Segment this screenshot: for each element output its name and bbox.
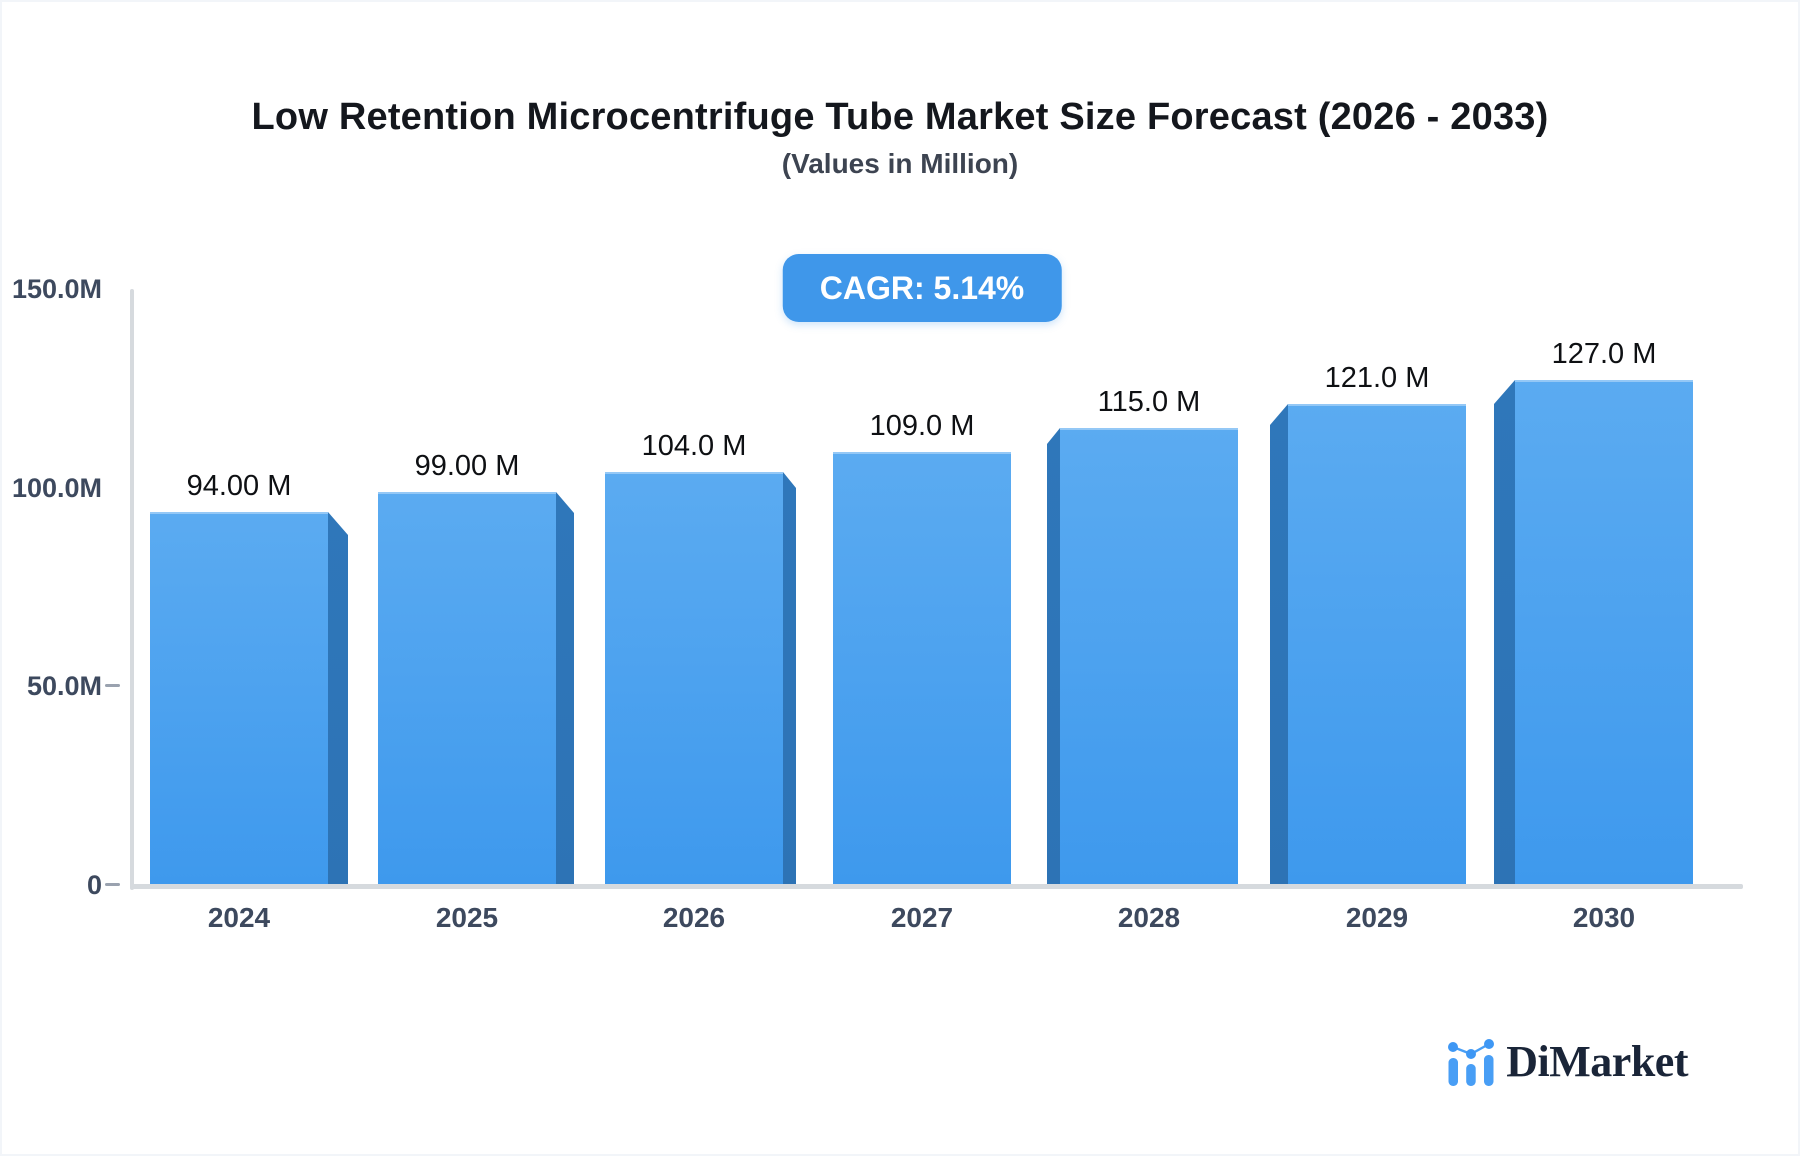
mini-bar-chart-icon	[1447, 1038, 1495, 1086]
bar-face	[605, 472, 783, 884]
bar-group	[605, 472, 796, 884]
y-tick-dash	[105, 684, 120, 687]
bar-face	[150, 512, 328, 884]
bar-group	[833, 452, 1011, 884]
bar-face	[833, 452, 1011, 884]
y-tick-label: 100.0M	[11, 473, 102, 503]
bar-value-label: 94.00 M	[186, 470, 292, 502]
bar-side-face	[1047, 428, 1060, 884]
brand-logo: DiMarket	[1447, 1038, 1688, 1086]
page-title: Low Retention Microcentrifuge Tube Marke…	[251, 96, 1549, 138]
bar-face	[1060, 428, 1238, 884]
x-tick-label: 2026	[662, 902, 726, 933]
y-tick-label: 150.0M	[11, 274, 102, 304]
bar-group	[1494, 380, 1693, 884]
bar-group	[1270, 404, 1466, 884]
page-subtitle: (Values in Million)	[781, 148, 1019, 179]
bar-value-label: 99.00 M	[414, 450, 520, 482]
bar-value-label: 104.0 M	[641, 430, 747, 462]
x-tick-label: 2029	[1345, 902, 1409, 933]
bar-value-label: 109.0 M	[869, 410, 975, 442]
x-tick-label: 2030	[1572, 902, 1636, 933]
x-tick-label: 2027	[890, 902, 954, 933]
x-axis-line	[130, 884, 1743, 889]
y-tick-label: 0	[86, 870, 102, 900]
bar-group	[378, 492, 574, 884]
brand-name: DiMarket	[1506, 1037, 1688, 1086]
bar-face	[378, 492, 556, 884]
y-tick-label: 50.0M	[26, 671, 102, 701]
bar-face	[1515, 380, 1693, 884]
x-tick-label: 2024	[207, 902, 271, 933]
bar-side-face	[1270, 404, 1288, 884]
bar-side-face	[783, 472, 796, 884]
y-axis-line	[130, 289, 134, 890]
x-tick-label: 2025	[435, 902, 499, 933]
bar-value-label: 127.0 M	[1551, 338, 1657, 370]
bar-value-label: 121.0 M	[1324, 362, 1430, 394]
bar-side-face	[1494, 380, 1515, 884]
cagr-badge: CAGR: 5.14%	[782, 254, 1062, 322]
bar-face	[1288, 404, 1466, 884]
bar-side-face	[556, 492, 574, 884]
y-tick-dash	[105, 883, 120, 886]
bar-side-face	[328, 512, 348, 884]
x-tick-label: 2028	[1117, 902, 1181, 933]
bar-group	[1047, 428, 1238, 884]
bar-group	[150, 512, 348, 884]
bar-value-label: 115.0 M	[1097, 386, 1201, 418]
